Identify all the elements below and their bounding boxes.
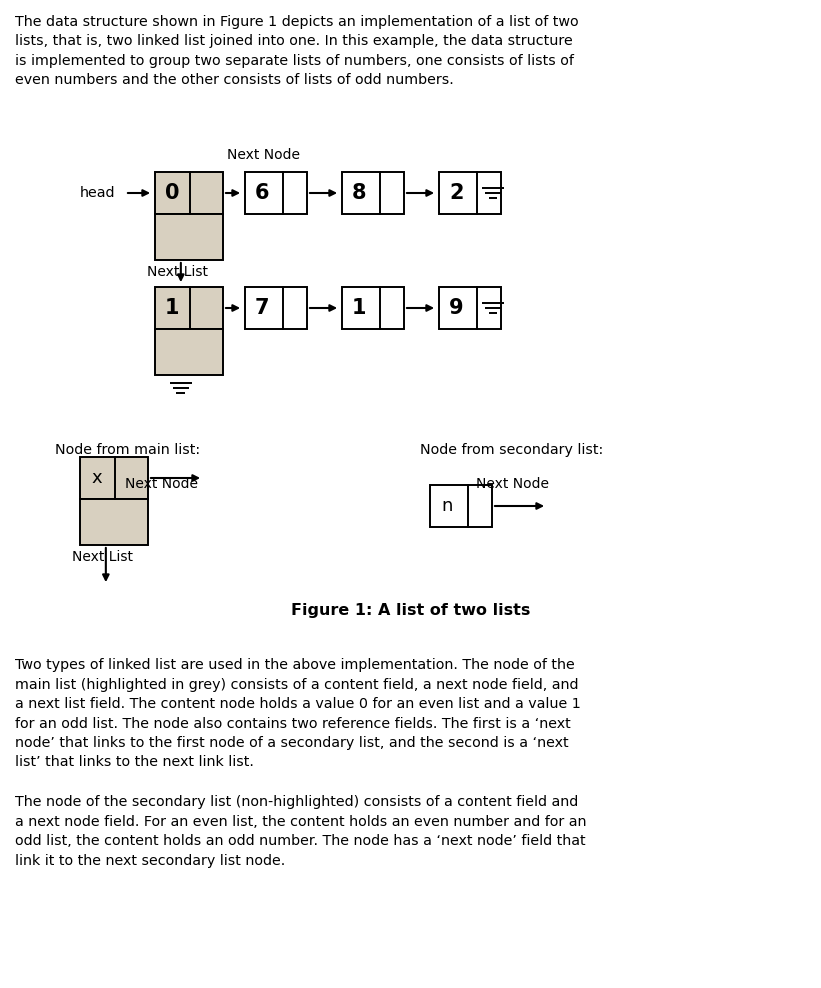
Text: for an odd list. The node also contains two reference fields. The first is a ‘ne: for an odd list. The node also contains … (15, 716, 571, 730)
Text: The data structure shown in Figure 1 depicts an implementation of a list of two: The data structure shown in Figure 1 dep… (15, 15, 579, 29)
Text: 2: 2 (449, 183, 464, 203)
Text: Next Node: Next Node (476, 477, 549, 491)
Text: head: head (80, 186, 116, 200)
Bar (439, 287, 501, 329)
Text: Two types of linked list are used in the above implementation. The node of the: Two types of linked list are used in the… (15, 658, 575, 672)
Text: 6: 6 (255, 183, 269, 203)
Text: 1: 1 (165, 298, 179, 318)
Bar (245, 287, 307, 329)
Text: 9: 9 (449, 298, 464, 318)
Text: n: n (442, 497, 453, 515)
Text: node’ that links to the first node of a secondary list, and the second is a ‘nex: node’ that links to the first node of a … (15, 736, 569, 750)
Bar (439, 172, 501, 214)
Text: a next node field. For an even list, the content holds an even number and for an: a next node field. For an even list, the… (15, 814, 586, 829)
Bar (80, 457, 148, 499)
Bar (155, 172, 223, 214)
Text: Next List: Next List (147, 265, 208, 279)
Text: 0: 0 (165, 183, 179, 203)
Text: even numbers and the other consists of lists of odd numbers.: even numbers and the other consists of l… (15, 73, 454, 88)
Text: a next list field. The content node holds a value 0 for an even list and a value: a next list field. The content node hold… (15, 697, 581, 711)
Text: The node of the secondary list (non-highlighted) consists of a content field and: The node of the secondary list (non-high… (15, 795, 578, 809)
Bar (245, 172, 307, 214)
Bar (430, 485, 492, 527)
Bar (155, 287, 223, 329)
Text: is implemented to group two separate lists of numbers, one consists of lists of: is implemented to group two separate lis… (15, 54, 574, 68)
Text: Node from secondary list:: Node from secondary list: (420, 443, 603, 457)
Text: main list (highlighted in grey) consists of a content field, a next node field, : main list (highlighted in grey) consists… (15, 678, 579, 692)
Text: 8: 8 (352, 183, 367, 203)
Bar (342, 172, 404, 214)
Text: list’ that links to the next link list.: list’ that links to the next link list. (15, 756, 254, 770)
Text: link it to the next secondary list node.: link it to the next secondary list node. (15, 854, 285, 867)
Text: Figure 1: A list of two lists: Figure 1: A list of two lists (291, 603, 530, 618)
Text: 7: 7 (255, 298, 269, 318)
Text: 1: 1 (352, 298, 367, 318)
Text: x: x (92, 469, 103, 487)
Bar (155, 329, 223, 375)
Bar (155, 214, 223, 260)
Bar (80, 499, 148, 545)
Text: Node from main list:: Node from main list: (55, 443, 200, 457)
Text: Next Node: Next Node (227, 148, 300, 162)
Text: Next Node: Next Node (126, 477, 199, 491)
Text: lists, that is, two linked list joined into one. In this example, the data struc: lists, that is, two linked list joined i… (15, 35, 573, 48)
Bar (342, 287, 404, 329)
Text: Next List: Next List (72, 550, 133, 564)
Text: odd list, the content holds an odd number. The node has a ‘next node’ field that: odd list, the content holds an odd numbe… (15, 834, 585, 848)
